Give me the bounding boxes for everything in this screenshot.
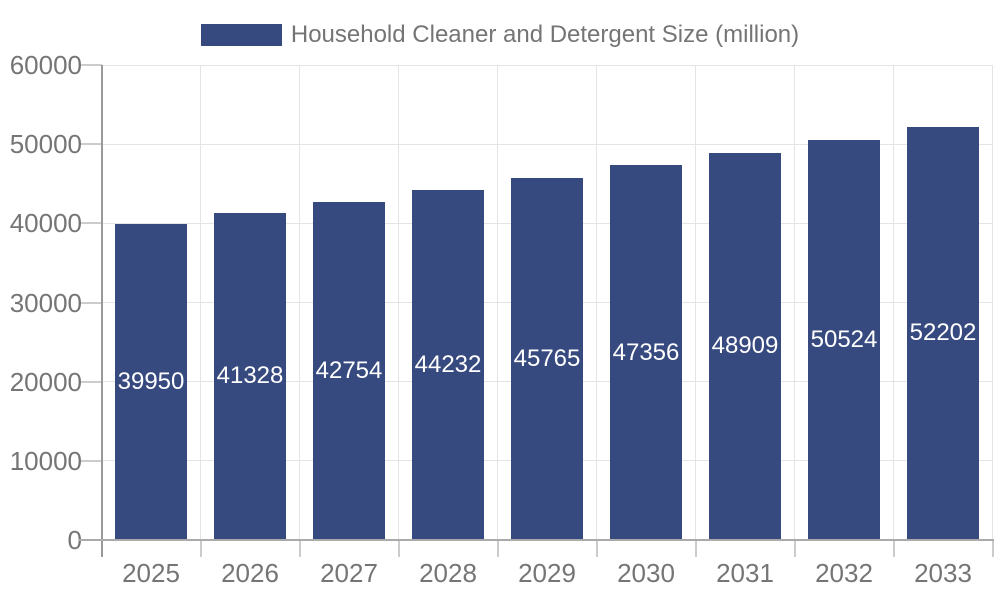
y-axis-tick: [80, 459, 102, 462]
x-axis-tick: [793, 540, 796, 557]
legend-label: Household Cleaner and Detergent Size (mi…: [290, 21, 800, 48]
x-axis-tick: [298, 540, 301, 557]
y-axis-tick: [80, 64, 102, 66]
bar-2029[interactable]: 45765: [511, 177, 583, 540]
y-axis-tick-label: 30000: [9, 287, 82, 318]
bar-value-label: 52202: [909, 319, 977, 347]
y-axis-tick-label: 40000: [9, 208, 82, 239]
bar-value-label: 44232: [414, 350, 482, 378]
x-axis-tick: [694, 540, 697, 557]
bar-2033[interactable]: 52202: [907, 126, 979, 540]
bar-value-label: 41328: [216, 362, 284, 390]
bar-2025[interactable]: 39950: [115, 223, 187, 540]
bar-2027[interactable]: 42754: [313, 201, 385, 540]
gridline-vertical: [497, 65, 498, 540]
bar-value-label: 39950: [117, 367, 185, 395]
x-axis-line: [79, 539, 994, 541]
bar-value-label: 47356: [612, 338, 680, 366]
legend-swatch-icon: [200, 24, 282, 46]
x-axis-tick: [496, 540, 499, 557]
y-axis-tick-label: 50000: [9, 129, 82, 160]
gridline-vertical: [200, 65, 201, 540]
x-axis-label-2028: 2028: [419, 558, 477, 588]
y-axis-tick: [80, 301, 102, 304]
x-axis-tick: [991, 540, 994, 557]
gridline-vertical: [893, 65, 894, 540]
gridline-vertical: [695, 65, 696, 540]
y-axis-tick-label: 0: [67, 525, 82, 555]
bar-value-label: 42754: [315, 356, 383, 384]
x-axis-label-2029: 2029: [518, 558, 576, 588]
x-axis-tick: [892, 540, 895, 557]
x-axis-tick: [595, 540, 598, 557]
gridline-vertical: [596, 65, 597, 540]
legend-item[interactable]: Household Cleaner and Detergent Size (mi…: [0, 21, 1000, 49]
y-axis-tick: [80, 222, 102, 225]
bar-2026[interactable]: 41328: [214, 212, 286, 540]
y-axis-tick: [80, 380, 102, 383]
x-axis-tick: [397, 540, 400, 557]
x-axis-label-2032: 2032: [815, 558, 873, 588]
x-axis-label-2025: 2025: [122, 558, 180, 588]
bar-2030[interactable]: 47356: [610, 165, 682, 540]
y-axis-tick-label: 60000: [9, 50, 82, 80]
x-axis-label-2030: 2030: [617, 558, 675, 588]
bar-value-label: 45765: [513, 344, 581, 372]
x-axis-label-2026: 2026: [221, 558, 279, 588]
gridline-vertical: [299, 65, 300, 540]
bar-2028[interactable]: 44232: [412, 189, 484, 540]
bar-2032[interactable]: 50524: [808, 140, 880, 540]
x-axis-label-2031: 2031: [716, 558, 774, 588]
y-axis-tick-label: 10000: [9, 445, 82, 476]
x-axis-label-2027: 2027: [320, 558, 378, 588]
gridline-vertical: [992, 65, 993, 540]
x-axis-tick: [199, 540, 202, 557]
bar-2031[interactable]: 48909: [709, 152, 781, 540]
x-axis-label-2033: 2033: [914, 558, 972, 588]
bar-value-label: 48909: [711, 332, 779, 360]
bar-value-label: 50524: [810, 326, 878, 353]
gridline-vertical: [398, 65, 399, 540]
gridline-horizontal: [101, 143, 993, 145]
y-axis-tick-label: 20000: [9, 366, 82, 397]
y-axis-tick: [80, 143, 102, 146]
y-axis-line: [100, 65, 103, 557]
gridline-vertical: [794, 65, 795, 540]
gridline-horizontal: [101, 64, 993, 66]
